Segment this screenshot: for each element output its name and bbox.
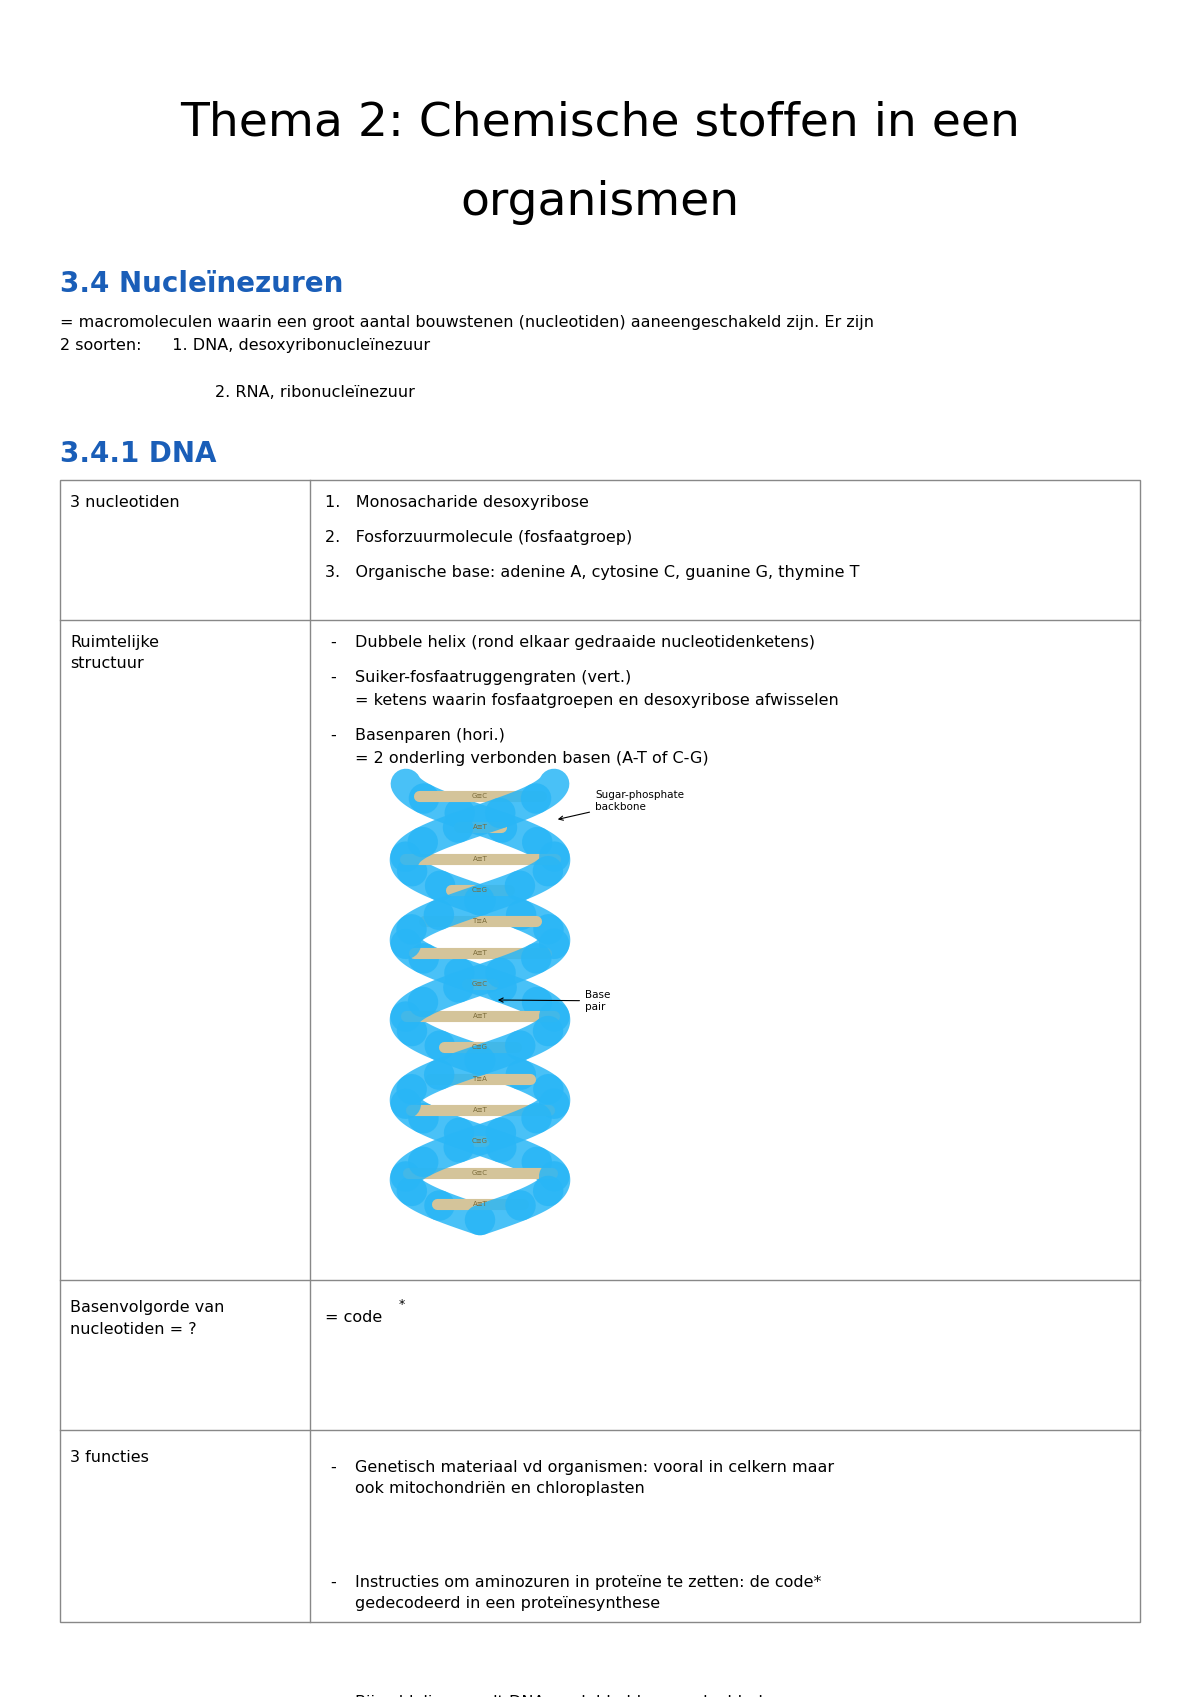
Text: -: -: [330, 1695, 336, 1697]
Text: Suiker-fosfaatruggengraten (vert.): Suiker-fosfaatruggengraten (vert.): [355, 670, 631, 686]
Text: organismen: organismen: [461, 180, 739, 226]
Text: Instructies om aminozuren in proteïne te zetten: de code*
gedecodeerd in een pro: Instructies om aminozuren in proteïne te…: [355, 1575, 821, 1610]
Text: A≡T: A≡T: [473, 1106, 487, 1113]
Text: 3.4 Nucleïnezuren: 3.4 Nucleïnezuren: [60, 270, 343, 299]
Text: G≡C: G≡C: [472, 1169, 488, 1176]
Text: -: -: [330, 635, 336, 650]
Text: = ketens waarin fosfaatgroepen en desoxyribose afwisselen: = ketens waarin fosfaatgroepen en desoxy…: [355, 692, 839, 708]
Text: Genetisch materiaal vd organismen: vooral in celkern maar
ook mitochondriën en c: Genetisch materiaal vd organismen: voora…: [355, 1459, 834, 1497]
Text: Basenvolgorde van
nucleotiden = ?: Basenvolgorde van nucleotiden = ?: [70, 1300, 224, 1337]
Text: Basenparen (hori.): Basenparen (hori.): [355, 728, 505, 743]
Text: C≡G: C≡G: [472, 888, 488, 893]
Text: 2 soorten:      1. DNA, desoxyribonucleïnezuur: 2 soorten: 1. DNA, desoxyribonucleïnezuu…: [60, 338, 430, 353]
Text: = macromoleculen waarin een groot aantal bouwstenen (nucleotiden) aaneengeschake: = macromoleculen waarin een groot aantal…: [60, 316, 874, 329]
Text: -: -: [330, 728, 336, 743]
Text: 2. RNA, ribonucleïnezuur: 2. RNA, ribonucleïnezuur: [215, 385, 415, 400]
Text: -: -: [330, 1575, 336, 1590]
Text: Bij celdeling wordt DNA verdubbeld en verdeeld: doorgeven
genetisch materiaal: Bij celdeling wordt DNA verdubbeld en ve…: [355, 1695, 839, 1697]
Text: C≡G: C≡G: [472, 1044, 488, 1050]
Text: Ruimtelijke
structuur: Ruimtelijke structuur: [70, 635, 158, 670]
Text: A≡T: A≡T: [473, 950, 487, 955]
Text: C≡G: C≡G: [472, 1139, 488, 1144]
Text: Thema 2: Chemische stoffen in een: Thema 2: Chemische stoffen in een: [180, 100, 1020, 144]
Text: -: -: [330, 1459, 336, 1475]
Text: Base
pair: Base pair: [499, 989, 611, 1011]
Text: 1.   Monosacharide desoxyribose: 1. Monosacharide desoxyribose: [325, 496, 589, 511]
Text: T≡A: T≡A: [473, 1076, 487, 1081]
Text: -: -: [330, 670, 336, 686]
Bar: [60, 480, 1140, 1622]
Text: 3 functies: 3 functies: [70, 1449, 149, 1465]
Text: 3.   Organische base: adenine A, cytosine C, guanine G, thymine T: 3. Organische base: adenine A, cytosine …: [325, 565, 859, 580]
Text: 3.4.1 DNA: 3.4.1 DNA: [60, 440, 216, 468]
Text: Dubbele helix (rond elkaar gedraaide nucleotidenketens): Dubbele helix (rond elkaar gedraaide nuc…: [355, 635, 815, 650]
Text: Sugar-phosphate
backbone: Sugar-phosphate backbone: [559, 791, 684, 820]
Text: A≡T: A≡T: [473, 1013, 487, 1018]
Text: G≡C: G≡C: [472, 792, 488, 799]
Text: = 2 onderling verbonden basen (A-T of C-G): = 2 onderling verbonden basen (A-T of C-…: [355, 752, 709, 765]
Text: 2.   Fosforzuurmolecule (fosfaatgroep): 2. Fosforzuurmolecule (fosfaatgroep): [325, 529, 632, 545]
Text: A≡T: A≡T: [473, 1201, 487, 1207]
Text: *: *: [398, 1298, 406, 1312]
Text: T≡A: T≡A: [473, 918, 487, 925]
Text: 3 nucleotiden: 3 nucleotiden: [70, 496, 180, 511]
Text: = code: = code: [325, 1310, 383, 1325]
Text: A≡T: A≡T: [473, 825, 487, 830]
Text: A≡T: A≡T: [473, 855, 487, 862]
Text: G≡C: G≡C: [472, 981, 488, 988]
